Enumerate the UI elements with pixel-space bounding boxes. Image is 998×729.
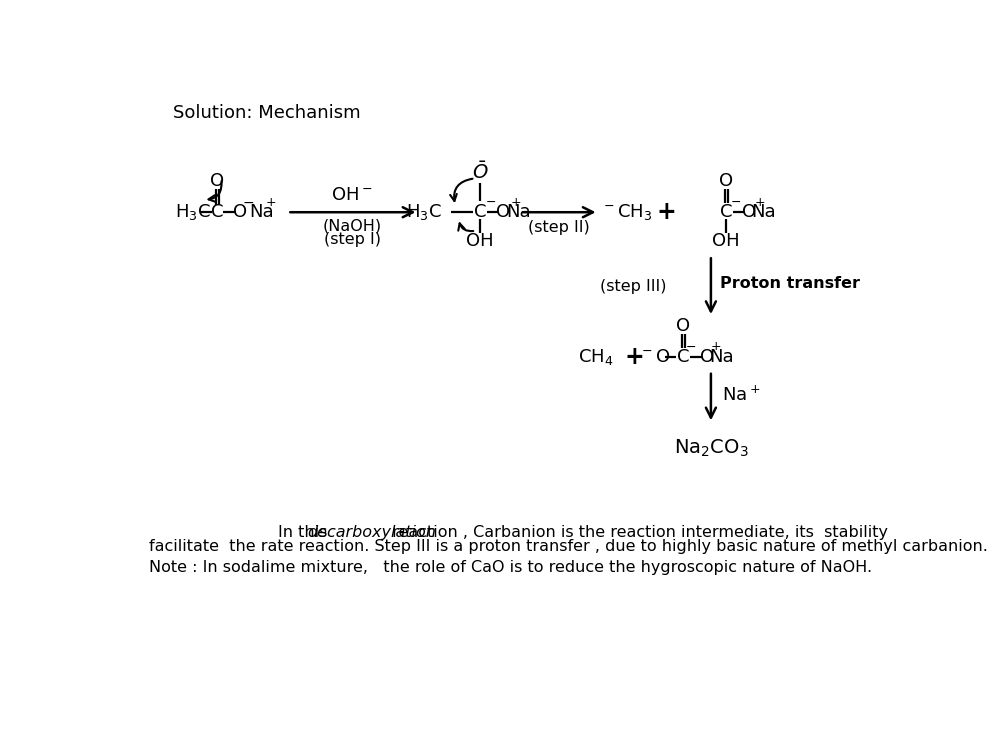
Text: Note : In sodalime mixture,   the role of CaO is to reduce the hygroscopic natur: Note : In sodalime mixture, the role of … xyxy=(149,561,872,575)
Text: (NaOH): (NaOH) xyxy=(322,219,381,233)
Text: +: + xyxy=(657,200,676,225)
Text: +: + xyxy=(711,340,721,354)
Text: (step II): (step II) xyxy=(528,220,590,235)
Text: Na$_2$CO$_3$: Na$_2$CO$_3$ xyxy=(674,438,748,459)
Text: +: + xyxy=(754,195,765,208)
Text: Na: Na xyxy=(249,203,273,221)
Text: C: C xyxy=(212,203,224,221)
Text: (step I): (step I) xyxy=(323,233,380,247)
Text: OH: OH xyxy=(466,232,494,250)
Text: In this: In this xyxy=(278,525,332,540)
Text: CH$_4$: CH$_4$ xyxy=(578,347,613,367)
Text: Na: Na xyxy=(506,203,531,221)
Text: C: C xyxy=(720,203,733,221)
Text: O: O xyxy=(211,173,225,190)
Text: H$_3$C: H$_3$C xyxy=(405,202,441,222)
Text: −: − xyxy=(485,195,496,208)
Text: Proton transfer: Proton transfer xyxy=(721,276,860,292)
Text: O: O xyxy=(496,203,510,221)
Text: reaction , Carbanion is the reaction intermediate, its  stability: reaction , Carbanion is the reaction int… xyxy=(387,525,888,540)
Text: C: C xyxy=(474,203,486,221)
Text: $\bar{O}$: $\bar{O}$ xyxy=(472,161,488,183)
Text: O: O xyxy=(700,348,715,366)
Text: Na: Na xyxy=(751,203,776,221)
Text: C: C xyxy=(677,348,690,366)
Text: O: O xyxy=(234,203,248,221)
Text: Na: Na xyxy=(710,348,734,366)
Text: decarboxylation: decarboxylation xyxy=(307,525,436,540)
Text: OH$^-$: OH$^-$ xyxy=(331,187,373,204)
Text: $^-$O: $^-$O xyxy=(639,348,671,366)
Text: H$_3$C: H$_3$C xyxy=(175,202,211,222)
Text: (step III): (step III) xyxy=(600,278,667,294)
Text: facilitate  the rate reaction. Step III is a proton transfer , due to highly bas: facilitate the rate reaction. Step III i… xyxy=(149,539,988,554)
Text: $^-$CH$_3$: $^-$CH$_3$ xyxy=(601,202,652,222)
Text: −: − xyxy=(243,196,253,210)
Text: −: − xyxy=(686,340,697,354)
Text: O: O xyxy=(676,317,691,335)
Text: Na$^+$: Na$^+$ xyxy=(722,386,760,405)
Text: O: O xyxy=(720,173,734,190)
Text: +: + xyxy=(624,345,644,369)
Text: O: O xyxy=(743,203,756,221)
Text: −: − xyxy=(731,195,741,208)
Text: +: + xyxy=(265,197,276,209)
Text: Solution: Mechanism: Solution: Mechanism xyxy=(174,104,361,122)
Text: OH: OH xyxy=(713,232,741,250)
Text: +: + xyxy=(511,195,521,208)
